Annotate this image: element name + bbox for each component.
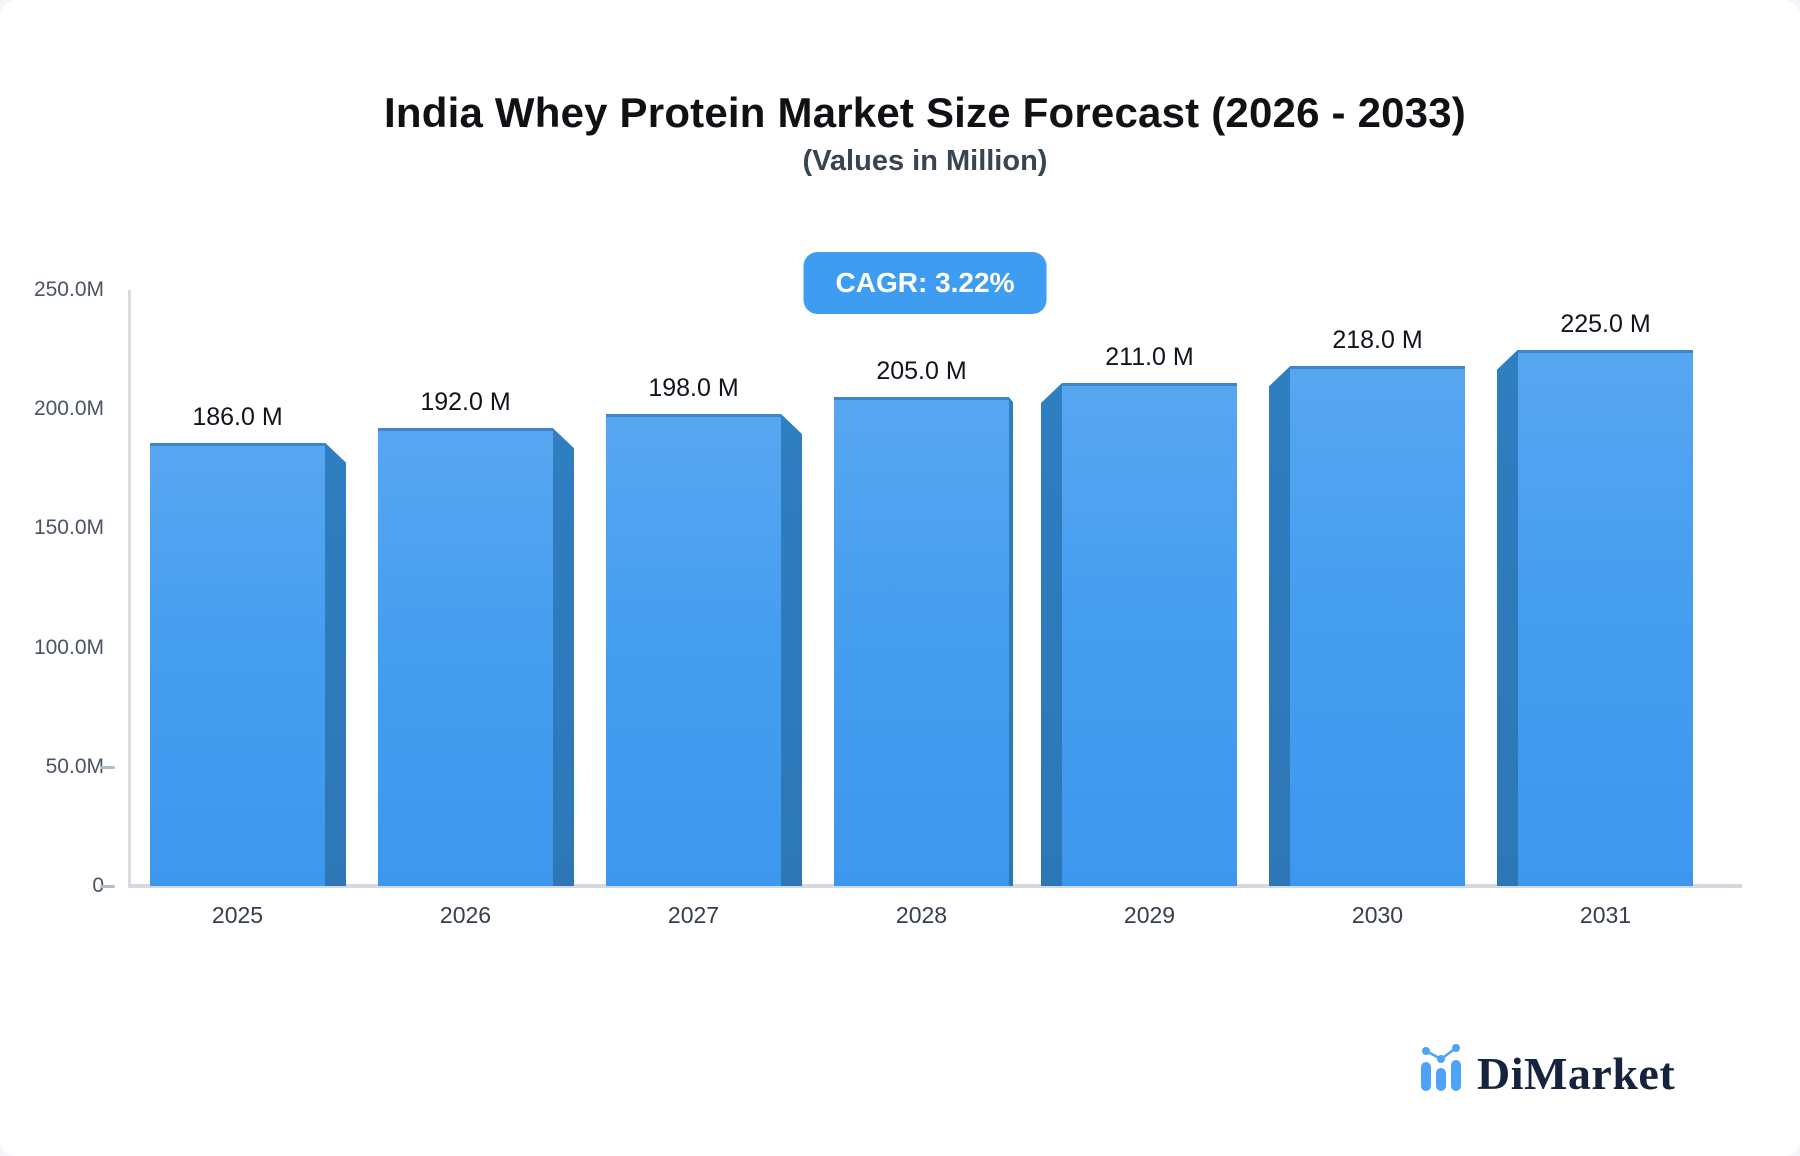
y-axis-tick-label: 150.0M [33, 516, 104, 540]
x-axis-label-2030: 2030 [1351, 902, 1404, 928]
x-axis-label-2031: 2031 [1579, 902, 1632, 928]
bar-3d-side-2026 [553, 428, 574, 886]
x-axis-label-2028: 2028 [895, 902, 948, 928]
y-axis-tick-mark [100, 765, 115, 769]
bar-value-label-2025: 186.0 M [192, 402, 283, 431]
chart-title: India Whey Protein Market Size Forecast … [384, 89, 1466, 136]
y-axis-tick-label: 50.0M [45, 754, 104, 778]
x-axis-label-2026: 2026 [439, 902, 492, 928]
chart-header: India Whey Protein Market Size Forecast … [50, 0, 1800, 178]
bar-3d-side-2025 [325, 442, 346, 886]
bar-2028[interactable] [834, 397, 1009, 886]
bar-3d-side-2030 [1269, 366, 1290, 886]
y-axis-tick-label: 200.0M [33, 397, 104, 421]
logo-text: DiMarket [1477, 1048, 1676, 1099]
y-axis-tick-label: 250.0M [33, 278, 104, 301]
y-axis-line [128, 290, 131, 886]
y-axis-tick-label: 100.0M [33, 635, 104, 659]
bar-2031[interactable] [1518, 349, 1693, 886]
bar-3d-side-2029 [1041, 382, 1062, 886]
y-axis-tick-label: 0 [92, 874, 104, 897]
bar-2026[interactable] [378, 428, 553, 886]
bar-3d-side-2028 [1009, 397, 1013, 886]
bar-2025[interactable] [150, 442, 325, 886]
dimarket-logo: DiMarket [1420, 1044, 1676, 1099]
bar-value-label-2030: 218.0 M [1332, 326, 1423, 355]
bar-value-label-2028: 205.0 M [876, 357, 967, 386]
x-axis-baseline [128, 884, 1742, 888]
bar-value-label-2031: 225.0 M [1560, 309, 1651, 338]
x-axis-label-2025: 2025 [211, 902, 264, 928]
bar-3d-side-2031 [1497, 349, 1518, 886]
x-axis-label-2027: 2027 [667, 902, 720, 928]
cagr-badge: CAGR: 3.22% [803, 252, 1047, 314]
y-axis-tick-mark [100, 885, 115, 888]
chart-subtitle: (Values in Million) [802, 145, 1048, 177]
bar-3d-side-2027 [781, 413, 802, 886]
x-axis-label-2029: 2029 [1123, 902, 1176, 928]
bar-value-label-2026: 192.0 M [420, 388, 511, 417]
bar-value-label-2029: 211.0 M [1105, 342, 1194, 371]
bar-2030[interactable] [1290, 366, 1465, 886]
bar-2027[interactable] [606, 413, 781, 886]
bar-2029[interactable] [1062, 382, 1237, 886]
bar-value-label-2027: 198.0 M [648, 373, 739, 402]
bar-chart-with-trendline-icon [1420, 1044, 1464, 1096]
